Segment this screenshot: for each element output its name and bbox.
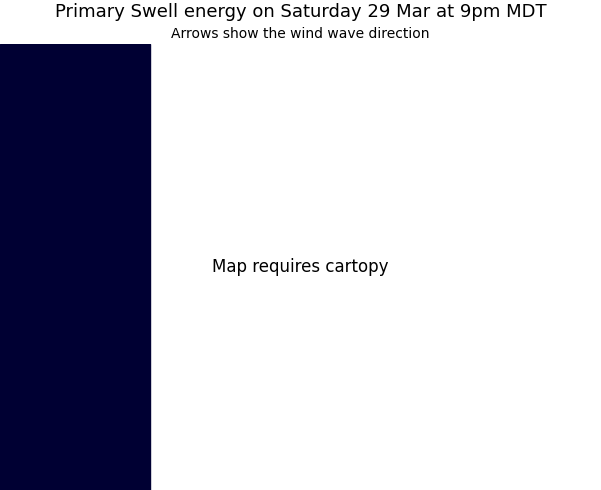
Text: Arrows show the wind wave direction: Arrows show the wind wave direction	[171, 27, 430, 41]
Bar	[0, 44, 150, 490]
Text: Map requires cartopy: Map requires cartopy	[212, 258, 389, 276]
Text: Primary Swell energy on Saturday 29 Mar at 9pm MDT: Primary Swell energy on Saturday 29 Mar …	[55, 3, 546, 22]
